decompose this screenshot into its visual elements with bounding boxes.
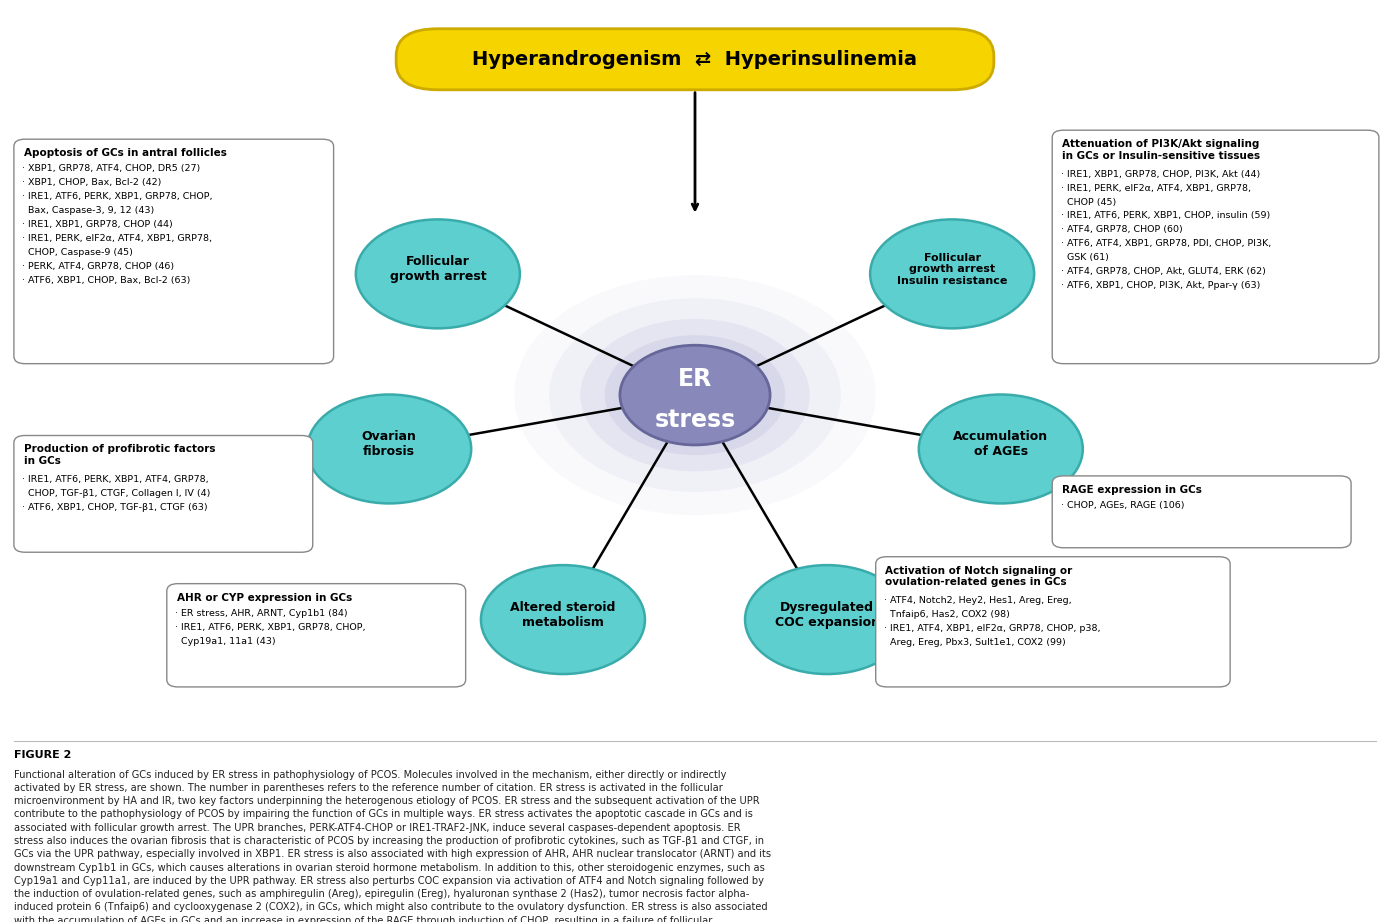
FancyBboxPatch shape [876,557,1230,687]
Text: · ATF6, ATF4, XBP1, GRP78, PDI, CHOP, PI3K,: · ATF6, ATF4, XBP1, GRP78, PDI, CHOP, PI… [1061,240,1270,248]
Text: FIGURE 2: FIGURE 2 [14,750,71,760]
Text: activated by ER stress, are shown. The number in parentheses refers to the refer: activated by ER stress, are shown. The n… [14,783,723,793]
Text: contribute to the pathophysiology of PCOS by impairing the function of GCs in mu: contribute to the pathophysiology of PCO… [14,810,753,820]
Ellipse shape [870,219,1034,328]
Text: downstream Cyp1b1 in GCs, which causes alterations in ovarian steroid hormone me: downstream Cyp1b1 in GCs, which causes a… [14,863,764,872]
Text: · IRE1, PERK, eIF2α, ATF4, XBP1, GRP78,: · IRE1, PERK, eIF2α, ATF4, XBP1, GRP78, [22,234,213,242]
Text: · ATF4, GRP78, CHOP (60): · ATF4, GRP78, CHOP (60) [1061,225,1183,234]
Text: · ER stress, AHR, ARNT, Cyp1b1 (84): · ER stress, AHR, ARNT, Cyp1b1 (84) [175,609,348,618]
Text: Functional alteration of GCs induced by ER stress in pathophysiology of PCOS. Mo: Functional alteration of GCs induced by … [14,770,727,779]
Text: the induction of ovulation-related genes, such as amphiregulin (Areg), epireguli: the induction of ovulation-related genes… [14,889,749,899]
Ellipse shape [481,565,645,674]
Text: · ATF6, XBP1, CHOP, TGF-β1, CTGF (63): · ATF6, XBP1, CHOP, TGF-β1, CTGF (63) [22,502,209,512]
Text: Ovarian
fibrosis: Ovarian fibrosis [361,431,417,458]
Text: · ATF6, XBP1, CHOP, Bax, Bcl-2 (63): · ATF6, XBP1, CHOP, Bax, Bcl-2 (63) [22,276,190,285]
FancyBboxPatch shape [1052,476,1351,548]
FancyBboxPatch shape [167,584,466,687]
Ellipse shape [549,298,841,492]
Text: · IRE1, ATF6, PERK, XBP1, GRP78, CHOP,: · IRE1, ATF6, PERK, XBP1, GRP78, CHOP, [22,192,213,201]
Text: microenvironment by HA and IR, two key factors underpinning the heterogenous eti: microenvironment by HA and IR, two key f… [14,796,759,806]
Text: Cyp19a1, 11a1 (43): Cyp19a1, 11a1 (43) [175,637,275,645]
Ellipse shape [620,345,770,445]
Text: GCs via the UPR pathway, especially involved in XBP1. ER stress is also associat: GCs via the UPR pathway, especially invo… [14,849,771,859]
Text: with the accumulation of AGEs in GCs and an increase in expression of the RAGE t: with the accumulation of AGEs in GCs and… [14,916,712,922]
FancyBboxPatch shape [14,435,313,552]
Text: CHOP, TGF-β1, CTGF, Collagen I, IV (4): CHOP, TGF-β1, CTGF, Collagen I, IV (4) [22,489,211,498]
Text: · IRE1, XBP1, GRP78, CHOP (44): · IRE1, XBP1, GRP78, CHOP (44) [22,220,172,229]
Text: ER: ER [678,367,712,391]
Text: RAGE expression in GCs: RAGE expression in GCs [1062,485,1202,495]
Ellipse shape [581,319,809,471]
Text: Activation of Notch signaling or
ovulation-related genes in GCs: Activation of Notch signaling or ovulati… [885,566,1073,587]
Text: · IRE1, ATF4, XBP1, eIF2α, GRP78, CHOP, p38,: · IRE1, ATF4, XBP1, eIF2α, GRP78, CHOP, … [884,624,1101,633]
Text: CHOP (45): CHOP (45) [1061,197,1116,207]
Text: · ATF4, GRP78, CHOP, Akt, GLUT4, ERK (62): · ATF4, GRP78, CHOP, Akt, GLUT4, ERK (62… [1061,267,1265,276]
Text: · IRE1, ATF6, PERK, XBP1, CHOP, insulin (59): · IRE1, ATF6, PERK, XBP1, CHOP, insulin … [1061,211,1270,220]
Ellipse shape [307,395,471,503]
Text: Attenuation of PI3K/Akt signaling
in GCs or Insulin-sensitive tissues: Attenuation of PI3K/Akt signaling in GCs… [1062,139,1261,160]
FancyBboxPatch shape [14,139,334,363]
Text: Follicular
growth arrest: Follicular growth arrest [389,255,486,283]
Ellipse shape [745,565,909,674]
Text: Apoptosis of GCs in antral follicles: Apoptosis of GCs in antral follicles [24,148,227,159]
Text: CHOP, Caspase-9 (45): CHOP, Caspase-9 (45) [22,248,133,257]
Text: Production of profibrotic factors
in GCs: Production of profibrotic factors in GCs [24,444,215,467]
Text: associated with follicular growth arrest. The UPR branches, PERK-ATF4-CHOP or IR: associated with follicular growth arrest… [14,822,741,833]
Text: · IRE1, XBP1, GRP78, CHOP, PI3K, Akt (44): · IRE1, XBP1, GRP78, CHOP, PI3K, Akt (44… [1061,170,1259,179]
Text: Hyperandrogenism  ⇄  Hyperinsulinemia: Hyperandrogenism ⇄ Hyperinsulinemia [473,50,917,69]
Text: · CHOP, AGEs, RAGE (106): · CHOP, AGEs, RAGE (106) [1061,501,1184,510]
Ellipse shape [605,335,785,455]
FancyBboxPatch shape [1052,130,1379,363]
Text: stress: stress [655,408,735,432]
Text: · IRE1, ATF6, PERK, XBP1, ATF4, GRP78,: · IRE1, ATF6, PERK, XBP1, ATF4, GRP78, [22,475,209,484]
Text: stress also induces the ovarian fibrosis that is characteristic of PCOS by incre: stress also induces the ovarian fibrosis… [14,836,764,846]
Text: · PERK, ATF4, GRP78, CHOP (46): · PERK, ATF4, GRP78, CHOP (46) [22,262,174,271]
Ellipse shape [919,395,1083,503]
Text: AHR or CYP expression in GCs: AHR or CYP expression in GCs [177,593,352,603]
Text: · IRE1, PERK, eIF2α, ATF4, XBP1, GRP78,: · IRE1, PERK, eIF2α, ATF4, XBP1, GRP78, [1061,183,1251,193]
Text: Follicular
growth arrest
Insulin resistance: Follicular growth arrest Insulin resista… [897,253,1008,286]
Text: · ATF6, XBP1, CHOP, PI3K, Akt, Ppar-γ (63): · ATF6, XBP1, CHOP, PI3K, Akt, Ppar-γ (6… [1061,281,1259,290]
Text: Bax, Caspase-3, 9, 12 (43): Bax, Caspase-3, 9, 12 (43) [22,207,154,215]
Text: Tnfaip6, Has2, COX2 (98): Tnfaip6, Has2, COX2 (98) [884,610,1011,620]
Ellipse shape [356,219,520,328]
Text: · XBP1, GRP78, ATF4, CHOP, DR5 (27): · XBP1, GRP78, ATF4, CHOP, DR5 (27) [22,164,200,173]
Text: Dysregulated
COC expansion: Dysregulated COC expansion [774,601,880,629]
Text: Altered steroid
metabolism: Altered steroid metabolism [510,601,616,629]
Text: · IRE1, ATF6, PERK, XBP1, GRP78, CHOP,: · IRE1, ATF6, PERK, XBP1, GRP78, CHOP, [175,622,366,632]
Text: Cyp19a1 and Cyp11a1, are induced by the UPR pathway. ER stress also perturbs COC: Cyp19a1 and Cyp11a1, are induced by the … [14,876,764,886]
Text: GSK (61): GSK (61) [1061,254,1108,262]
Ellipse shape [514,275,876,515]
Text: Accumulation
of AGEs: Accumulation of AGEs [954,431,1048,458]
Text: Areg, Ereg, Pbx3, Sult1e1, COX2 (99): Areg, Ereg, Pbx3, Sult1e1, COX2 (99) [884,638,1066,647]
FancyBboxPatch shape [396,29,994,89]
Text: · XBP1, CHOP, Bax, Bcl-2 (42): · XBP1, CHOP, Bax, Bcl-2 (42) [22,178,161,187]
Text: induced protein 6 (Tnfaip6) and cyclooxygenase 2 (COX2), in GCs, which might als: induced protein 6 (Tnfaip6) and cyclooxy… [14,903,767,913]
Text: · ATF4, Notch2, Hey2, Hes1, Areg, Ereg,: · ATF4, Notch2, Hey2, Hes1, Areg, Ereg, [884,597,1072,605]
